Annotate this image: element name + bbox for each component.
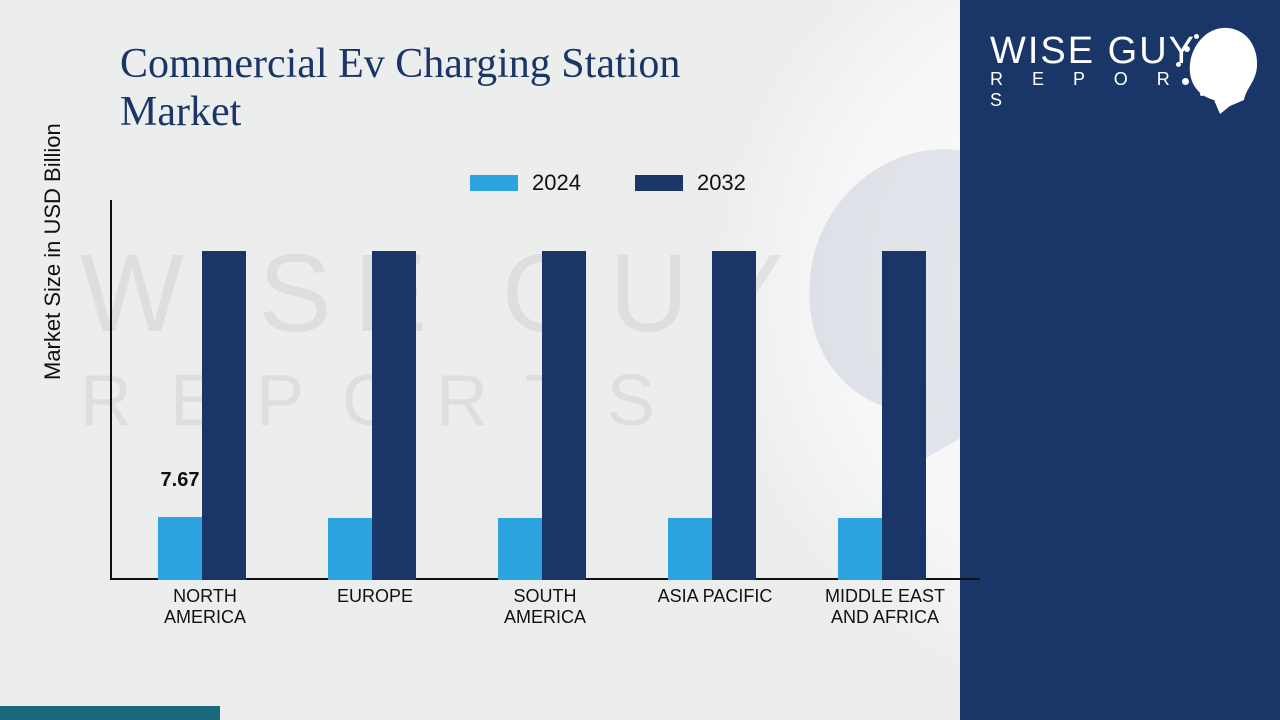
bar-2024 (668, 518, 712, 580)
bar-2032 (882, 251, 926, 580)
bar-2032 (372, 251, 416, 580)
chart-title: Commercial Ev Charging Station Market (120, 40, 780, 137)
brand-line-1: WISE GUY (990, 30, 1250, 73)
brand-logo: WISE GUY R E P O R T S (990, 30, 1250, 111)
bar-value-label: 7.67 (161, 469, 200, 492)
chart-stage: WISE GUY REPORTS Commercial Ev Charging … (0, 0, 1280, 720)
bar-2032 (202, 251, 246, 580)
footer-accent (0, 706, 220, 720)
category-label: MIDDLE EAST AND AFRICA (815, 580, 955, 627)
legend-swatch-2024 (470, 175, 518, 191)
legend-item-2024: 2024 (470, 170, 581, 196)
legend: 2024 2032 (470, 170, 746, 196)
bar-2032 (542, 251, 586, 580)
category-label: ASIA PACIFIC (645, 580, 785, 607)
legend-label-2024: 2024 (532, 170, 581, 196)
bar-2032 (712, 251, 756, 580)
bar-2024 (328, 518, 372, 580)
bar-2024 (498, 518, 542, 580)
brand-line-2: R E P O R T S (990, 69, 1250, 111)
category-label: EUROPE (305, 580, 445, 607)
legend-swatch-2032 (635, 175, 683, 191)
bar-2024 (158, 517, 202, 580)
legend-label-2032: 2032 (697, 170, 746, 196)
y-axis-label: Market Size in USD Billion (40, 123, 66, 380)
legend-item-2032: 2032 (635, 170, 746, 196)
bar-2024 (838, 518, 882, 580)
category-label: SOUTH AMERICA (475, 580, 615, 627)
category-label: NORTH AMERICA (135, 580, 275, 627)
plot-area: 7.67NORTH AMERICAEUROPESOUTH AMERICAASIA… (110, 210, 970, 580)
y-axis-line (110, 200, 112, 580)
